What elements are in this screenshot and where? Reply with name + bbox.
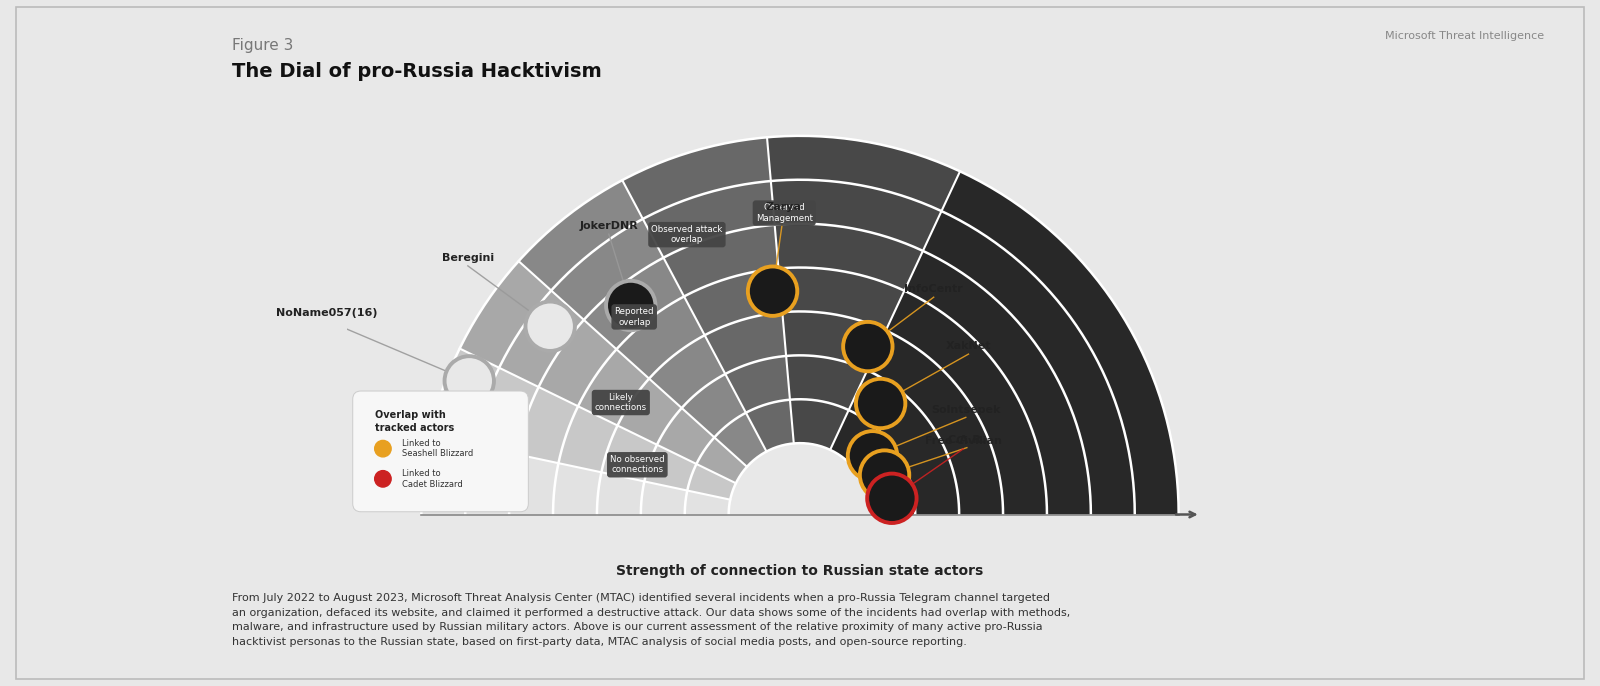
Wedge shape — [622, 137, 794, 451]
Text: Microsoft Threat Intelligence: Microsoft Threat Intelligence — [1386, 31, 1544, 41]
Circle shape — [848, 431, 898, 480]
Text: Reported
overlap: Reported overlap — [614, 307, 654, 327]
Wedge shape — [830, 172, 1179, 514]
Circle shape — [867, 473, 917, 523]
Text: No observed
connections: No observed connections — [610, 455, 664, 475]
Text: From July 2022 to August 2023, Microsoft Threat Analysis Center (MTAC) identifie: From July 2022 to August 2023, Microsoft… — [232, 593, 1070, 647]
Text: Overlap with
tracked actors: Overlap with tracked actors — [374, 410, 454, 433]
Circle shape — [445, 356, 494, 405]
FancyBboxPatch shape — [352, 391, 528, 512]
Circle shape — [859, 451, 909, 500]
Circle shape — [856, 379, 906, 428]
Circle shape — [374, 471, 390, 487]
Circle shape — [525, 302, 574, 351]
Text: JokerDNR: JokerDNR — [579, 222, 638, 231]
Text: Solntsepek: Solntsepek — [931, 405, 1000, 414]
Circle shape — [843, 322, 893, 371]
Text: Observed attack
overlap: Observed attack overlap — [651, 225, 723, 244]
Circle shape — [374, 440, 390, 457]
Circle shape — [747, 266, 797, 316]
Text: Likely
connections: Likely connections — [595, 393, 646, 412]
Wedge shape — [459, 261, 747, 483]
Text: Figure 3: Figure 3 — [232, 38, 293, 53]
Text: C.A.R.: C.A.R. — [947, 435, 986, 445]
Text: XakNet: XakNet — [946, 342, 992, 351]
Wedge shape — [766, 136, 960, 450]
Text: NoName057(16): NoName057(16) — [275, 308, 378, 318]
Wedge shape — [421, 436, 730, 514]
Text: Linked to
Cadet Blizzard: Linked to Cadet Blizzard — [402, 469, 462, 488]
Circle shape — [606, 281, 656, 330]
Text: Strength of connection to Russian state actors: Strength of connection to Russian state … — [616, 564, 984, 578]
Text: Observed
Management: Observed Management — [755, 203, 813, 223]
Text: The Dial of pro-Russia Hacktivism: The Dial of pro-Russia Hacktivism — [232, 62, 602, 81]
Text: Linked to
Seashell Blizzard: Linked to Seashell Blizzard — [402, 439, 474, 458]
Text: Free Civilian: Free Civilian — [925, 436, 1002, 446]
Text: Beregini: Beregini — [442, 253, 494, 263]
Wedge shape — [518, 180, 766, 466]
Text: InfoCentr: InfoCentr — [904, 285, 963, 294]
Text: Zarya: Zarya — [766, 202, 802, 211]
Wedge shape — [430, 348, 736, 499]
